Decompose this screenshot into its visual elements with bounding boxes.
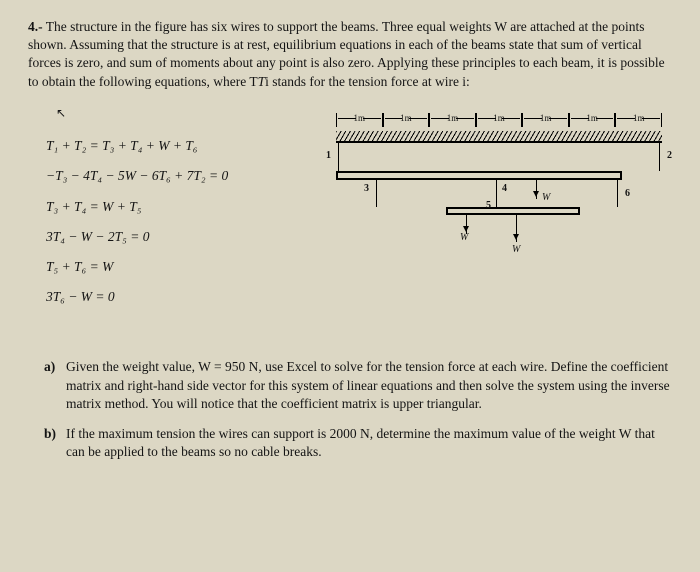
wire-label-4: 4 xyxy=(502,182,507,196)
wire-label-6: 6 xyxy=(625,187,630,201)
load-label-3: W xyxy=(512,243,520,257)
dim-2: 1m xyxy=(383,113,430,127)
ceiling-beam xyxy=(336,131,662,143)
equation-5: T₅ + T₆ = W xyxy=(46,258,296,276)
problem-suffix: stands for the tension force at wire i: xyxy=(269,74,470,89)
beam-diagram: 1m 1m 1m 1m 1m 1m 1m 1 2 3 4 W 6 xyxy=(316,109,672,259)
equation-4: 3T₄ − W − 2T₅ = 0 xyxy=(46,228,296,246)
wire-label-5: 5 xyxy=(486,199,491,213)
dim-4: 1m xyxy=(476,113,523,127)
equations-block: ↖ T₁ + T₂ = T₃ + T₄ + W + T₆ −T₃ − 4T₄ −… xyxy=(28,109,296,319)
cursor-icon: ↖ xyxy=(56,105,306,121)
mid-section: ↖ T₁ + T₂ = T₃ + T₄ + W + T₆ −T₃ − 4T₄ −… xyxy=(28,109,672,319)
wire-2 xyxy=(659,143,660,171)
dim-7: 1m xyxy=(615,113,662,127)
dim-1: 1m xyxy=(336,113,383,127)
q-a-marker: a) xyxy=(44,358,66,413)
dim-6: 1m xyxy=(569,113,616,127)
question-list: a) Given the weight value, W = 950 N, us… xyxy=(28,358,672,461)
equation-2: −T₃ − 4T₄ − 5W − 6T₆ + 7T₂ = 0 xyxy=(46,167,296,185)
problem-statement: 4.- The structure in the figure has six … xyxy=(28,18,672,91)
load-label-1: W xyxy=(542,191,550,205)
wire-label-1: 1 xyxy=(326,149,331,163)
problem-number: 4.- xyxy=(28,19,43,34)
dimension-row: 1m 1m 1m 1m 1m 1m 1m xyxy=(336,113,662,127)
equation-6: 3T₆ − W = 0 xyxy=(46,288,296,306)
wire-6 xyxy=(617,179,618,207)
equation-3: T₃ + T₄ = W + T₅ xyxy=(46,198,296,216)
question-a: a) Given the weight value, W = 950 N, us… xyxy=(44,358,672,413)
dim-5: 1m xyxy=(522,113,569,127)
dim-3: 1m xyxy=(429,113,476,127)
load-w-low xyxy=(516,214,517,242)
load-label-2: W xyxy=(460,231,468,245)
middle-beam xyxy=(336,171,622,180)
page-root: 4.- The structure in the figure has six … xyxy=(0,0,700,491)
load-w-top xyxy=(536,179,537,199)
question-b: b) If the maximum tension the wires can … xyxy=(44,425,672,461)
wire-3 xyxy=(376,179,377,207)
wire-1 xyxy=(338,143,339,171)
q-b-marker: b) xyxy=(44,425,66,461)
q-b-text: If the maximum tension the wires can sup… xyxy=(66,425,672,461)
wire-label-3: 3 xyxy=(364,182,369,196)
wire-label-2: 2 xyxy=(667,149,672,163)
wire-4 xyxy=(496,179,497,207)
q-a-text: Given the weight value, W = 950 N, use E… xyxy=(66,358,672,413)
equation-1: T₁ + T₂ = T₃ + T₄ + W + T₆ xyxy=(46,137,296,155)
